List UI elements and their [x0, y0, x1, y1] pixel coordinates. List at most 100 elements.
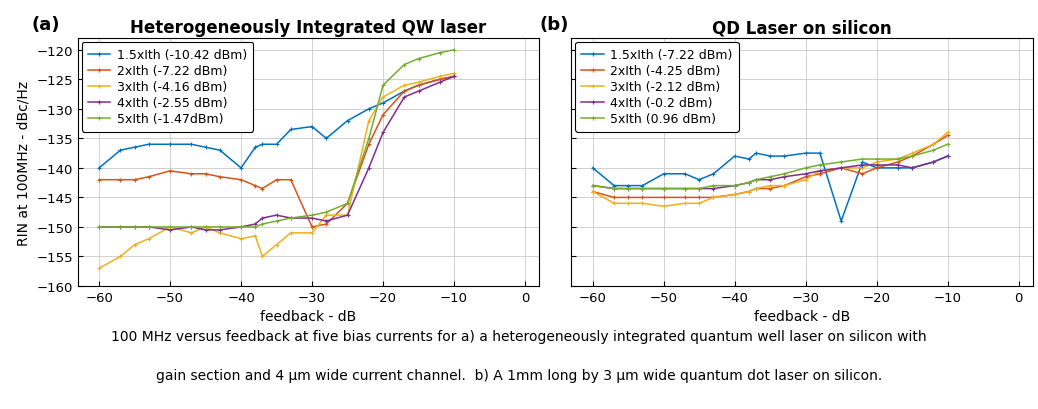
- 1.5xIth (-7.22 dBm): [778, 154, 791, 159]
- 5xIth (0.96 dBm): [657, 187, 670, 191]
- 1.5xIth (-7.22 dBm): [764, 154, 776, 159]
- 5xIth (0.96 dBm): [892, 157, 904, 162]
- Line: 2xIth (-7.22 dBm): 2xIth (-7.22 dBm): [97, 75, 457, 230]
- 1.5xIth (-10.42 dBm): [214, 148, 226, 153]
- 3xIth (-2.12 dBm): [799, 178, 812, 183]
- 3xIth (-2.12 dBm): [814, 169, 826, 174]
- 4xIth (-2.55 dBm): [235, 225, 247, 230]
- 4xIth (-2.55 dBm): [249, 222, 262, 227]
- 2xIth (-7.22 dBm): [164, 169, 176, 174]
- 2xIth (-4.25 dBm): [742, 190, 755, 195]
- 5xIth (0.96 dBm): [778, 172, 791, 177]
- 3xIth (-2.12 dBm): [636, 201, 649, 206]
- 2xIth (-7.22 dBm): [434, 78, 446, 83]
- 4xIth (-2.55 dBm): [93, 225, 106, 230]
- 2xIth (-4.25 dBm): [693, 196, 706, 200]
- 2xIth (-4.25 dBm): [764, 187, 776, 191]
- Legend: 1.5xIth (-7.22 dBm), 2xIth (-4.25 dBm), 3xIth (-2.12 dBm), 4xIth (-0.2 dBm), 5xI: 1.5xIth (-7.22 dBm), 2xIth (-4.25 dBm), …: [575, 43, 739, 133]
- 1.5xIth (-7.22 dBm): [707, 172, 719, 177]
- 2xIth (-7.22 dBm): [270, 178, 282, 183]
- 1.5xIth (-7.22 dBm): [892, 166, 904, 171]
- 3xIth (-4.16 dBm): [320, 213, 332, 218]
- 2xIth (-7.22 dBm): [256, 187, 269, 191]
- 4xIth (-2.55 dBm): [256, 216, 269, 221]
- 2xIth (-4.25 dBm): [749, 187, 762, 191]
- 1.5xIth (-10.42 dBm): [256, 142, 269, 147]
- 2xIth (-7.22 dBm): [249, 184, 262, 189]
- 4xIth (-2.55 dBm): [142, 225, 155, 230]
- 5xIth (-1.47dBm): [412, 57, 425, 62]
- 5xIth (0.96 dBm): [835, 160, 847, 165]
- 1.5xIth (-7.22 dBm): [729, 154, 741, 159]
- 4xIth (-0.2 dBm): [729, 184, 741, 189]
- 4xIth (-2.55 dBm): [434, 81, 446, 85]
- 1.5xIth (-7.22 dBm): [622, 184, 634, 189]
- 5xIth (0.96 dBm): [679, 187, 691, 191]
- 3xIth (-4.16 dBm): [447, 72, 460, 76]
- 3xIth (-4.16 dBm): [342, 213, 354, 218]
- 4xIth (-0.2 dBm): [856, 163, 869, 168]
- 4xIth (-0.2 dBm): [657, 187, 670, 191]
- 1.5xIth (-7.22 dBm): [927, 160, 939, 165]
- 3xIth (-4.16 dBm): [114, 254, 127, 259]
- 2xIth (-4.25 dBm): [778, 184, 791, 189]
- 1.5xIth (-10.42 dBm): [306, 125, 319, 130]
- 5xIth (-1.47dBm): [185, 225, 197, 230]
- 1.5xIth (-7.22 dBm): [693, 178, 706, 183]
- 5xIth (-1.47dBm): [362, 137, 375, 142]
- 5xIth (-1.47dBm): [306, 213, 319, 218]
- 3xIth (-4.16 dBm): [164, 225, 176, 230]
- 5xIth (0.96 dBm): [871, 157, 883, 162]
- 1.5xIth (-10.42 dBm): [270, 142, 282, 147]
- 4xIth (-0.2 dBm): [693, 187, 706, 191]
- 2xIth (-7.22 dBm): [320, 222, 332, 227]
- 1.5xIth (-10.42 dBm): [284, 128, 297, 133]
- Line: 3xIth (-4.16 dBm): 3xIth (-4.16 dBm): [97, 72, 457, 271]
- 5xIth (-1.47dBm): [447, 48, 460, 53]
- X-axis label: feedback - dB: feedback - dB: [754, 310, 850, 324]
- 2xIth (-7.22 dBm): [399, 90, 411, 94]
- 3xIth (-4.16 dBm): [306, 231, 319, 236]
- 5xIth (-1.47dBm): [320, 210, 332, 215]
- 4xIth (-2.55 dBm): [412, 90, 425, 94]
- 2xIth (-7.22 dBm): [185, 172, 197, 177]
- 5xIth (-1.47dBm): [284, 216, 297, 221]
- 4xIth (-2.55 dBm): [306, 216, 319, 221]
- 2xIth (-4.25 dBm): [835, 166, 847, 171]
- 5xIth (-1.47dBm): [235, 225, 247, 230]
- 1.5xIth (-7.22 dBm): [835, 219, 847, 224]
- 5xIth (0.96 dBm): [814, 163, 826, 168]
- 4xIth (-2.55 dBm): [320, 219, 332, 224]
- 4xIth (-2.55 dBm): [270, 213, 282, 218]
- 4xIth (-0.2 dBm): [679, 187, 691, 191]
- 2xIth (-7.22 dBm): [114, 178, 127, 183]
- Text: (a): (a): [32, 16, 60, 34]
- 3xIth (-4.16 dBm): [199, 225, 212, 230]
- 3xIth (-2.12 dBm): [892, 157, 904, 162]
- Line: 4xIth (-0.2 dBm): 4xIth (-0.2 dBm): [591, 154, 950, 191]
- 5xIth (-1.47dBm): [434, 51, 446, 56]
- 5xIth (-1.47dBm): [377, 83, 389, 88]
- 4xIth (-0.2 dBm): [906, 166, 919, 171]
- 1.5xIth (-10.42 dBm): [434, 78, 446, 83]
- 1.5xIth (-7.22 dBm): [679, 172, 691, 177]
- 3xIth (-2.12 dBm): [856, 166, 869, 171]
- 4xIth (-0.2 dBm): [586, 184, 599, 189]
- 3xIth (-2.12 dBm): [693, 201, 706, 206]
- 1.5xIth (-10.42 dBm): [399, 90, 411, 94]
- 1.5xIth (-7.22 dBm): [814, 151, 826, 156]
- Line: 1.5xIth (-7.22 dBm): 1.5xIth (-7.22 dBm): [591, 151, 950, 224]
- 3xIth (-2.12 dBm): [778, 184, 791, 189]
- 1.5xIth (-10.42 dBm): [362, 107, 375, 112]
- 1.5xIth (-10.42 dBm): [377, 101, 389, 106]
- 4xIth (-2.55 dBm): [129, 225, 141, 230]
- 1.5xIth (-7.22 dBm): [941, 154, 954, 159]
- 5xIth (-1.47dBm): [399, 63, 411, 68]
- 1.5xIth (-10.42 dBm): [342, 119, 354, 124]
- 1.5xIth (-7.22 dBm): [586, 166, 599, 171]
- 4xIth (-2.55 dBm): [199, 228, 212, 233]
- 5xIth (0.96 dBm): [742, 181, 755, 186]
- 2xIth (-4.25 dBm): [814, 172, 826, 177]
- 2xIth (-7.22 dBm): [284, 178, 297, 183]
- 4xIth (-0.2 dBm): [799, 172, 812, 177]
